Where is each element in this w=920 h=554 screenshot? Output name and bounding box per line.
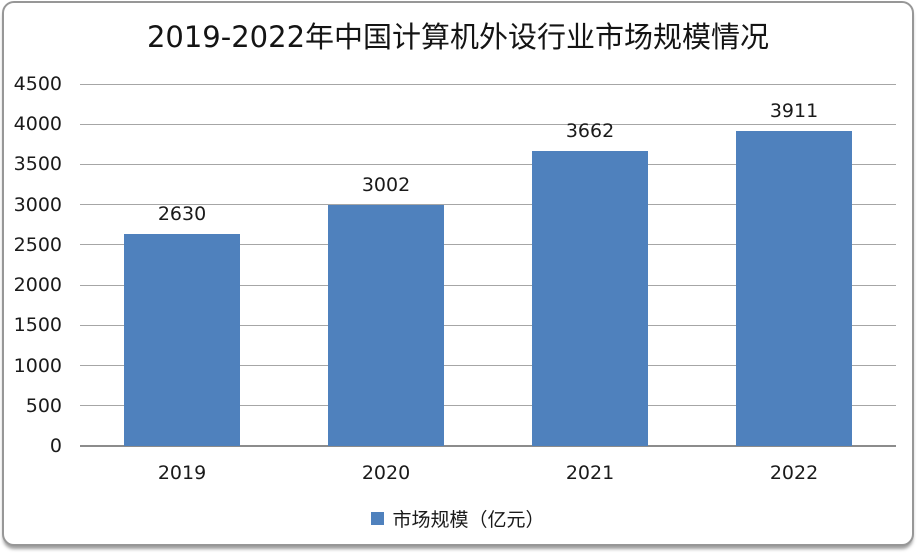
gridline-1500: [80, 324, 896, 326]
x-tick-label-2020: 2020: [361, 462, 411, 484]
y-tick-label-3500: 3500: [13, 153, 62, 176]
bar-value-label-2022: 3911: [769, 100, 819, 122]
y-tick-label-2500: 2500: [13, 233, 62, 256]
bar-2020: [328, 205, 444, 446]
bar-2019: [124, 234, 240, 446]
legend-swatch-icon: [371, 512, 385, 525]
legend-label: 市场规模（亿元）: [392, 509, 545, 531]
y-tick-label-0: 0: [49, 435, 62, 457]
y-tick-label-4000: 4000: [13, 113, 62, 136]
gridline-4000: [80, 123, 896, 125]
bar-2021: [532, 151, 648, 446]
x-tick-label-2022: 2022: [769, 462, 819, 484]
x-tick-label-2021: 2021: [565, 462, 615, 484]
gridline-2500: [80, 244, 896, 246]
gridline-500: [80, 405, 896, 407]
gridline-3000: [80, 204, 896, 206]
gridline-0: [80, 445, 896, 447]
y-tick-label-1500: 1500: [13, 314, 62, 337]
chart-frame: 2019-2022年中国计算机外设行业市场规模情况 0 500 1000 1500 20…: [2, 1, 914, 546]
y-axis: 0 500 1000 1500 2000 2500 3000 3500 4000 4500: [4, 73, 62, 457]
gridline-1000: [80, 365, 896, 367]
plot-area: 2630 3002 3662 3911: [80, 83, 896, 447]
bar-2022: [736, 131, 852, 446]
y-tick-label-500: 500: [25, 394, 62, 417]
chart-title: 2019-2022年中国计算机外设行业市场规模情况: [146, 20, 770, 54]
x-tick-label-2019: 2019: [157, 462, 207, 484]
gridline-2000: [80, 284, 896, 286]
bar-value-label-2021: 3662: [565, 120, 615, 142]
y-tick-label-4500: 4500: [13, 73, 62, 95]
y-tick-label-2000: 2000: [13, 274, 62, 297]
gridline-3500: [80, 163, 896, 165]
bar-value-label-2020: 3002: [361, 174, 411, 196]
gridline-4500: [80, 83, 896, 85]
y-tick-label-3000: 3000: [13, 193, 62, 216]
legend: 市场规模（亿元）: [4, 505, 912, 532]
x-axis: 2019 2020 2021 2022: [80, 462, 896, 484]
y-tick-label-1000: 1000: [13, 354, 62, 377]
bar-value-label-2019: 2630: [157, 203, 207, 225]
